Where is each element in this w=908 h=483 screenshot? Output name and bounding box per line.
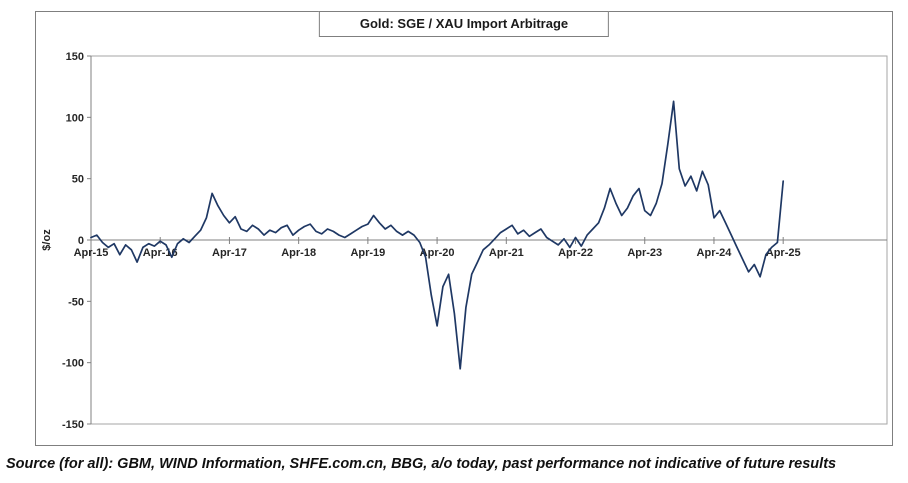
y-tick-label: 150: [66, 51, 84, 63]
x-tick-label: Apr-22: [558, 247, 593, 259]
x-tick-label: Apr-20: [420, 247, 455, 259]
x-tick-label: Apr-25: [766, 247, 801, 259]
source-note: Source (for all): GBM, WIND Information,…: [6, 456, 837, 472]
y-tick-label: 0: [78, 235, 84, 247]
y-tick-label: 50: [72, 174, 84, 186]
x-tick-label: Apr-23: [627, 247, 662, 259]
series-line: [90, 100, 785, 370]
x-tick-label: Apr-24: [697, 247, 733, 259]
x-tick-label: Apr-21: [489, 247, 524, 259]
x-tick-label: Apr-17: [212, 247, 247, 259]
x-tick-label: Apr-19: [350, 247, 385, 259]
x-tick-label: Apr-18: [281, 247, 316, 259]
y-tick-label: -150: [62, 419, 84, 431]
x-tick-label: Apr-15: [74, 247, 109, 259]
y-tick-label: 100: [66, 112, 84, 124]
y-tick-label: -50: [68, 296, 84, 308]
y-tick-label: -100: [62, 358, 84, 370]
chart-title: Gold: SGE / XAU Import Arbitrage: [318, 11, 610, 37]
y-axis-title: $/oz: [41, 229, 53, 251]
chart-frame: Gold: SGE / XAU Import Arbitrage 150 100 5…: [35, 11, 893, 446]
